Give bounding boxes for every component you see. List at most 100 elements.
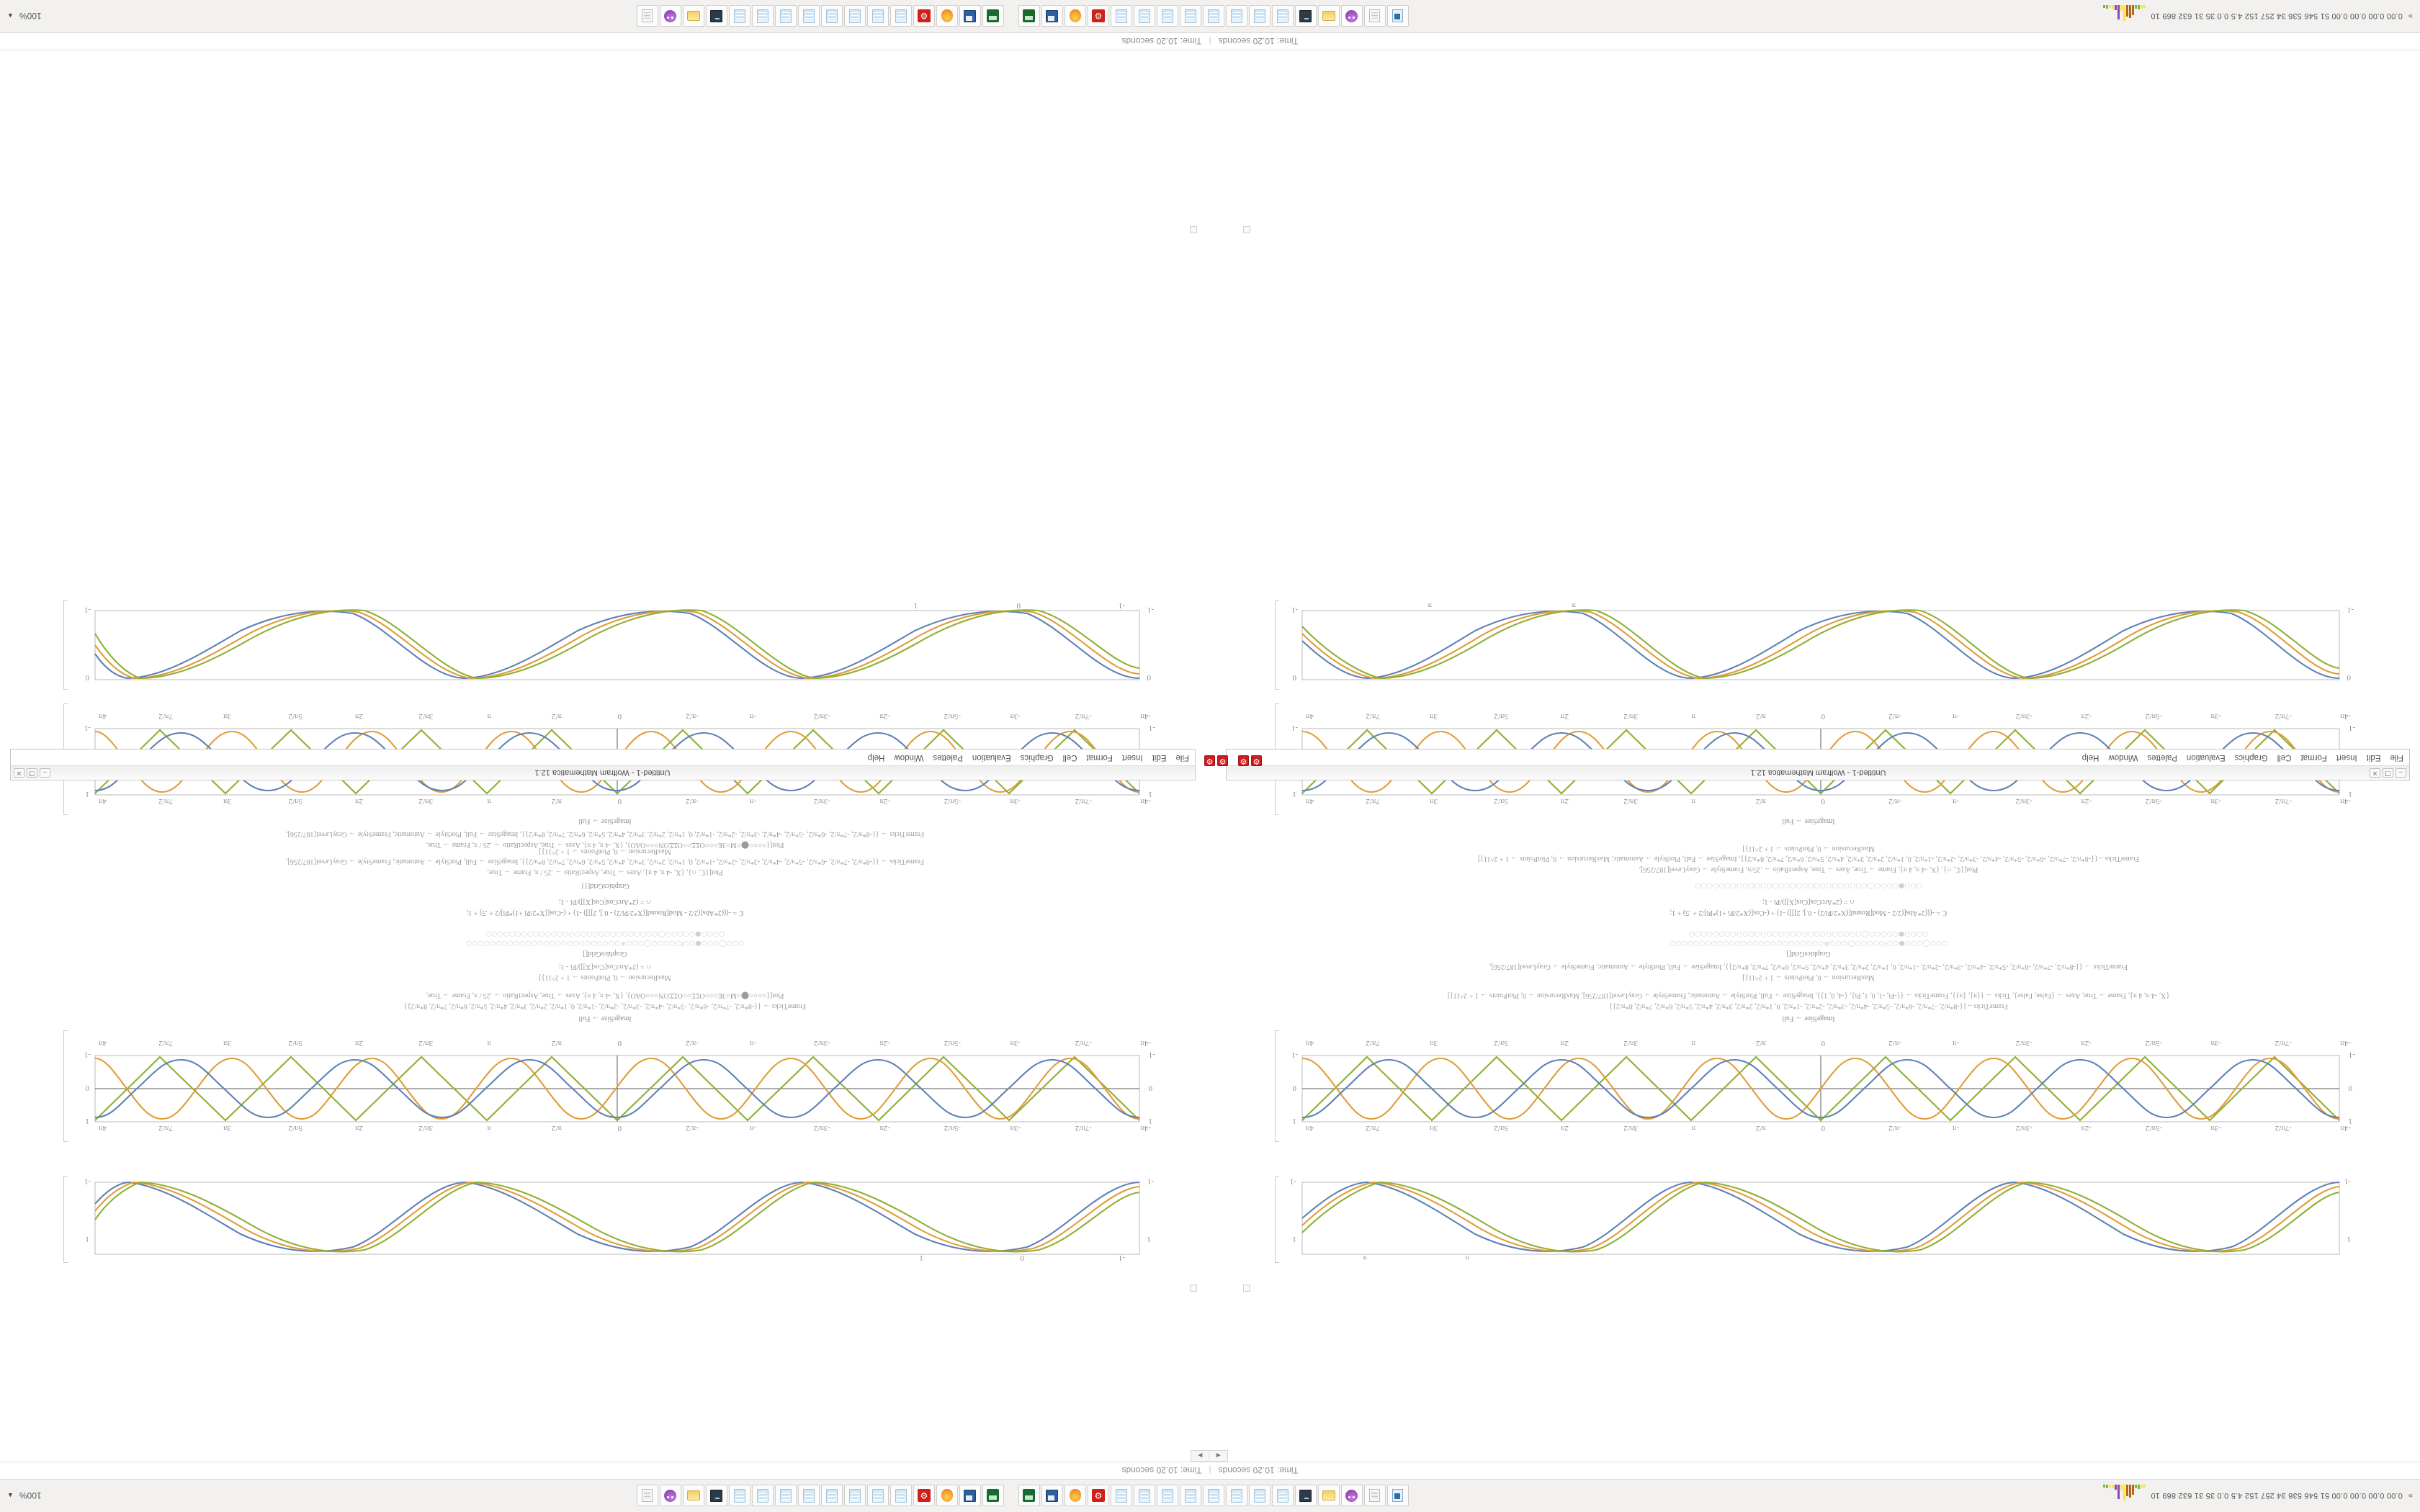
plot-top-left[interactable]: 1 1 -1 -1 π π: [1288, 1176, 2368, 1261]
plot-bottom-left[interactable]: 0 -1 0 -1 π π: [1288, 602, 2368, 688]
code-block-right-lower-2[interactable]: Plot[{○○○○⬤○Μ○ЗΕ○○○ΟΣΣ○○ΟΣΣΟΝ○○○ΟΑΟ}, {X…: [22, 829, 1188, 850]
close-button[interactable]: ✕: [2370, 768, 2380, 778]
taskbar-item-mathematica[interactable]: ⚙: [1088, 5, 1109, 27]
cell-bracket[interactable]: [1275, 1176, 1279, 1263]
code-block-left-expressions[interactable]: ℂ = -(((2*Abs[(2/2 - Mod[Round[(X*2/Pi/2…: [1229, 896, 2388, 917]
taskbar-item-notebook-9[interactable]: [890, 1485, 912, 1507]
notebook-left-menubar[interactable]: File Edit Insert Format Cell Graphics Ev…: [1227, 750, 2409, 765]
taskbar-item-terminal-2[interactable]: [706, 5, 727, 27]
taskbar-item-notebook-3[interactable]: [1226, 1485, 1247, 1507]
taskbar-item-notebook-15[interactable]: [752, 1485, 774, 1507]
plot-second-left[interactable]: 1 0 -1 1 0 -1 -4π -7π/2 -3π -5π/2 -2π -3…: [1288, 1032, 2368, 1140]
taskbar-item-save[interactable]: [1041, 1485, 1063, 1507]
menu-palettes[interactable]: Palettes: [933, 753, 963, 762]
taskbar-item-blue-doc[interactable]: [1387, 1485, 1409, 1507]
scroll-right-arrow-icon[interactable]: ▶: [1198, 1452, 1203, 1459]
taskbar-item-green-app-2[interactable]: [982, 5, 1004, 27]
taskbar-item-notebook-4[interactable]: [1203, 5, 1224, 27]
taskbar-item-folder-2[interactable]: [683, 1485, 704, 1507]
taskbar-item-folder[interactable]: [1318, 1485, 1340, 1507]
taskbar-item-notebook-10[interactable]: [867, 5, 889, 27]
cell-bracket[interactable]: [63, 1030, 68, 1142]
taskbar-top[interactable]: » 0.00 0.00 0.00 0.00 51 546 536 34 257 …: [0, 1479, 2420, 1512]
menu-format[interactable]: Format: [1086, 753, 1113, 762]
taskbar-item-notebook-5[interactable]: [1180, 1485, 1201, 1507]
taskbar-item-paper[interactable]: [1364, 1485, 1386, 1507]
scroll-left-arrow-icon[interactable]: ◀: [1209, 1451, 1227, 1461]
taskbar-item-notebook-6[interactable]: [1157, 1485, 1178, 1507]
taskbar-item-notebook-13[interactable]: [798, 1485, 820, 1507]
gear-icon[interactable]: ⚙: [1204, 755, 1215, 766]
menu-edit[interactable]: Edit: [2366, 753, 2381, 762]
menu-cell[interactable]: Cell: [2277, 753, 2292, 762]
taskbar-item-paper-2[interactable]: [637, 5, 658, 27]
plot-top-right[interactable]: 1 1 -1 -1 -1 0 1: [81, 1176, 1168, 1261]
menu-help[interactable]: Help: [2081, 753, 2099, 762]
taskbar-item-green-app[interactable]: [1018, 5, 1040, 27]
notebook-right-window-controls[interactable]: – ❐ ✕: [14, 768, 50, 778]
code-block-right-expressions[interactable]: ℂ = -(((2*Abs[(2/2 - Mod[Round[(X*2/Pi/2…: [22, 896, 1188, 917]
taskbar-item-purple-app[interactable]: [1341, 1485, 1363, 1507]
taskbar-item-mathematica[interactable]: ⚙: [1088, 1485, 1109, 1507]
taskbar-item-notebook-10[interactable]: [867, 1485, 889, 1507]
notebook-right-menubar[interactable]: File Edit Insert Format Cell Graphics Ev…: [11, 750, 1195, 765]
code-block-right-upper-2[interactable]: MaxRecursion → 0, PlotPoints → 1 + 2^11}…: [22, 961, 1188, 982]
taskbar-item-notebook-5[interactable]: [1180, 5, 1201, 27]
code-block-right-lower[interactable]: Plot[{ℂ, ∩}, {X, -4 π, 4 π}, Axes → True…: [22, 846, 1188, 878]
taskbar-bottom[interactable]: » 0.00 0.00 0.00 0.00 51 546 536 34 257 …: [0, 0, 2420, 33]
taskbar-item-notebook-1[interactable]: [1272, 1485, 1294, 1507]
taskbar-item-folder-2[interactable]: [683, 5, 704, 27]
taskbar-item-paper-2[interactable]: [637, 1485, 658, 1507]
taskbar-item-terminal-2[interactable]: [706, 1485, 727, 1507]
notebook-right-titlebar[interactable]: Untitled-1 - Wolfram Mathematica 12.1 – …: [11, 765, 1195, 780]
menu-evaluation[interactable]: Evaluation: [972, 753, 1011, 762]
taskbar-item-notebook-16[interactable]: [729, 1485, 750, 1507]
plot-bottom-right[interactable]: 0 -1 0 -1 -1 0 1: [81, 602, 1168, 688]
taskbar-item-terminal[interactable]: [1295, 1485, 1317, 1507]
taskbar-item-notebook-9[interactable]: [890, 5, 912, 27]
taskbar-item-save[interactable]: [1041, 5, 1063, 27]
restore-button[interactable]: ❐: [2383, 768, 2393, 778]
gear-icon[interactable]: ⚙: [1238, 755, 1249, 766]
notebook-left-window-controls[interactable]: – ❐ ✕: [2370, 768, 2406, 778]
taskbar-item-notebook-7[interactable]: [1134, 5, 1155, 27]
taskbar-item-green-app[interactable]: [1018, 1485, 1040, 1507]
tray-caret-icon[interactable]: ▲: [7, 12, 14, 20]
taskbar-item-notebook-2[interactable]: [1249, 1485, 1270, 1507]
menu-palettes[interactable]: Palettes: [2147, 753, 2177, 762]
plot-second-right[interactable]: 1 0 -1 1 0 -1 -4π -7π/2 -3π -5π/2 -2π -3π/2…: [81, 1032, 1168, 1140]
cell-bracket[interactable]: [63, 1176, 68, 1263]
cell-bracket[interactable]: [1275, 600, 1279, 690]
taskbar-top-window-list[interactable]: ⚙ ⚙: [302, 1485, 1743, 1507]
taskbar-item-orange-app[interactable]: [1065, 1485, 1086, 1507]
menu-window[interactable]: Window: [894, 753, 924, 762]
tray-expand-icon[interactable]: »: [2408, 12, 2413, 21]
menu-format[interactable]: Format: [2300, 753, 2327, 762]
notebook-window-right[interactable]: Untitled-1 - Wolfram Mathematica 12.1 – …: [10, 749, 1196, 780]
taskbar-item-mathematica-2[interactable]: ⚙: [913, 1485, 935, 1507]
taskbar-item-mathematica-2[interactable]: ⚙: [913, 5, 935, 27]
close-button[interactable]: ✕: [14, 768, 24, 778]
taskbar-item-folder[interactable]: [1318, 5, 1340, 27]
taskbar-item-paper[interactable]: [1364, 5, 1386, 27]
menu-help[interactable]: Help: [867, 753, 885, 762]
gear-icon[interactable]: ⚙: [1251, 755, 1262, 766]
menu-graphics[interactable]: Graphics: [1020, 753, 1054, 762]
taskbar-item-notebook-15[interactable]: [752, 5, 774, 27]
menu-cell[interactable]: Cell: [1062, 753, 1077, 762]
menu-graphics[interactable]: Graphics: [2234, 753, 2268, 762]
taskbar-item-blue-doc[interactable]: [1387, 5, 1409, 27]
menu-window[interactable]: Window: [2108, 753, 2138, 762]
code-block-left-upper-2[interactable]: MaxRecursion → 0, PlotPoints → 1 + 2^11}…: [1229, 961, 2388, 982]
minimize-button[interactable]: –: [2396, 768, 2406, 778]
taskbar-item-green-app-2[interactable]: [982, 1485, 1004, 1507]
menu-file[interactable]: File: [2390, 753, 2403, 762]
taskbar-item-notebook-14[interactable]: [775, 1485, 797, 1507]
taskbar-item-notebook-12[interactable]: [821, 1485, 843, 1507]
taskbar-item-notebook-11[interactable]: [844, 5, 866, 27]
menu-insert[interactable]: Insert: [2336, 753, 2357, 762]
tray-caret-icon[interactable]: ▲: [7, 1492, 14, 1500]
taskbar-item-notebook-13[interactable]: [798, 5, 820, 27]
menu-file[interactable]: File: [1175, 753, 1189, 762]
taskbar-item-orange-app[interactable]: [1065, 5, 1086, 27]
